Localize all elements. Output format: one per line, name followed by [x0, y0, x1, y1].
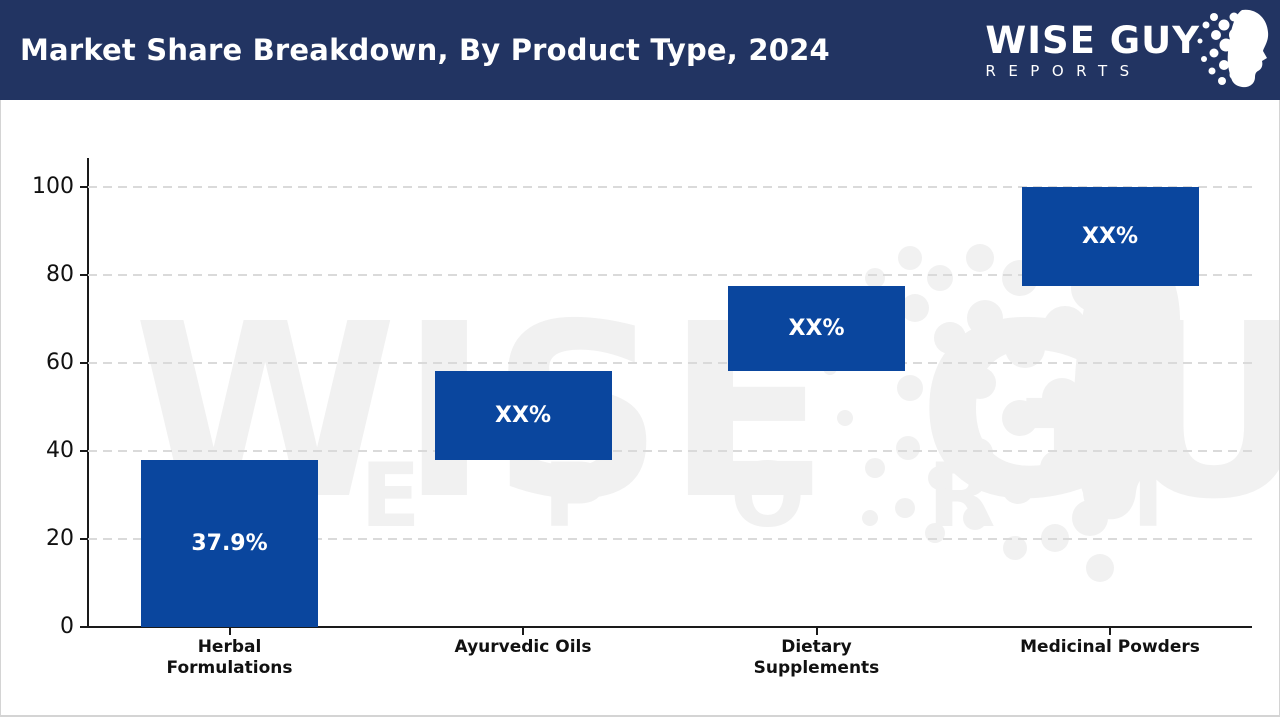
- frame-edge-bottom: [0, 715, 1280, 717]
- bar-value-label: XX%: [788, 315, 845, 341]
- bar-value-label: XX%: [1082, 224, 1138, 249]
- logo-subtitle: REPORTS: [985, 61, 1142, 80]
- y-tick-mark-100: [80, 186, 87, 188]
- wiseguy-head-icon: [1197, 9, 1269, 88]
- y-tick-label-60: 60: [46, 350, 74, 375]
- y-tick-mark-80: [80, 274, 87, 276]
- y-tick-label-20: 20: [46, 526, 74, 551]
- y-axis-line: [87, 158, 89, 628]
- bar-medicinal-powders: XX%: [1021, 187, 1199, 286]
- y-tick-mark-20: [80, 538, 87, 540]
- y-tick-mark-40: [80, 450, 87, 452]
- x-tick-mark-3: [815, 628, 818, 635]
- gridline-80: [88, 274, 1255, 276]
- y-tick-label-100: 100: [32, 174, 74, 199]
- x-category-label-1: Herbal Formulations: [166, 637, 293, 678]
- wiseguy-logo-text: WISE GUY REPORTS: [985, 18, 1200, 80]
- x-category-label-2: Ayurvedic Oils: [454, 637, 592, 657]
- y-tick-mark-0: [80, 626, 87, 628]
- x-category-label-4: Medicinal Powders: [1020, 637, 1200, 657]
- plot-area: 0 20 40 60 80 100 37.9% XX% XX% XX% Herbal Formula…: [0, 100, 1280, 715]
- y-tick-label-0: 0: [60, 614, 74, 639]
- x-tick-mark-4: [1109, 628, 1111, 635]
- bar-ayurvedic-oils: XX%: [434, 370, 612, 461]
- gridline-20: [88, 538, 1255, 540]
- x-axis-line: [86, 626, 1252, 628]
- x-tick-mark-2: [522, 628, 524, 635]
- frame-edge-left: [0, 100, 1, 717]
- bar-value-label: XX%: [495, 403, 551, 429]
- bar-herbal-formulations: 37.9%: [141, 460, 318, 627]
- gridline-40: [88, 450, 1255, 452]
- bar-dietary-supplements: XX%: [728, 286, 905, 371]
- wiseguy-logo: WISE GUY REPORTS: [985, 7, 1280, 93]
- gridline-60: [88, 362, 1255, 364]
- y-tick-label-40: 40: [46, 438, 74, 463]
- logo-name: WISE GUY: [985, 18, 1200, 62]
- x-category-label-3: Dietary Supplements: [753, 637, 880, 678]
- gridline-100: [88, 186, 1255, 188]
- bar-value-label: 37.9%: [191, 531, 268, 557]
- y-tick-mark-60: [80, 362, 87, 364]
- chart-title: Market Share Breakdown, By Product Type,…: [20, 33, 830, 67]
- y-tick-label-80: 80: [46, 262, 74, 287]
- x-tick-mark-1: [228, 628, 231, 635]
- header-bar: Market Share Breakdown, By Product Type,…: [0, 0, 1280, 100]
